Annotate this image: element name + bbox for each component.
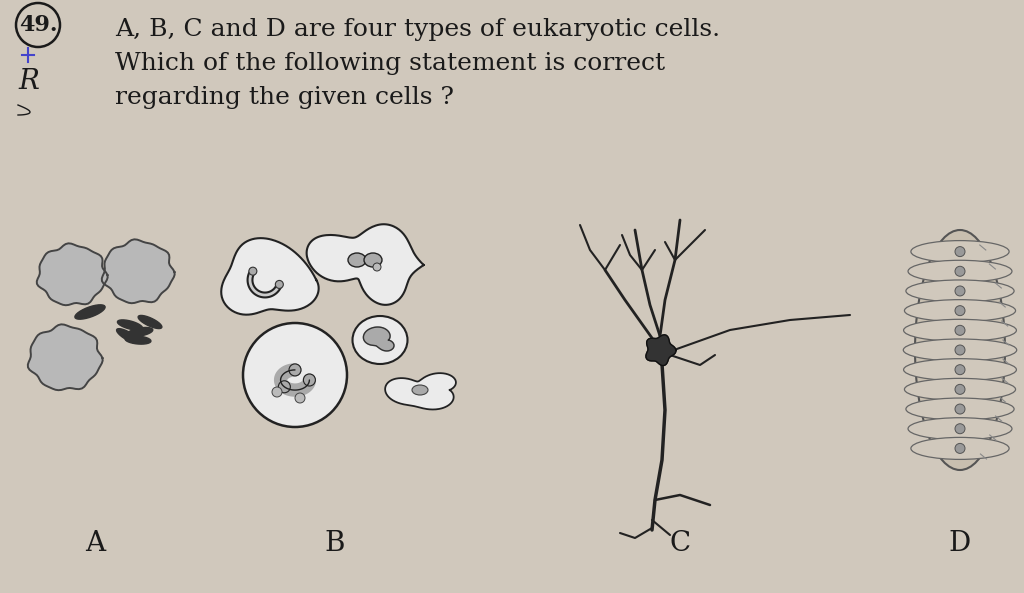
Ellipse shape [348, 253, 366, 267]
Text: A: A [85, 530, 105, 557]
Ellipse shape [906, 280, 1014, 302]
Circle shape [955, 266, 965, 276]
Text: R: R [18, 68, 39, 95]
Polygon shape [28, 324, 102, 390]
Polygon shape [37, 243, 108, 305]
Ellipse shape [911, 438, 1009, 460]
Text: B: B [325, 530, 345, 557]
Text: C: C [670, 530, 690, 557]
Circle shape [279, 381, 291, 393]
Ellipse shape [904, 299, 1016, 321]
Polygon shape [75, 305, 105, 319]
Circle shape [243, 323, 347, 427]
Text: 49.: 49. [18, 14, 57, 36]
Circle shape [373, 263, 381, 271]
Ellipse shape [908, 260, 1012, 282]
Ellipse shape [364, 253, 382, 267]
Polygon shape [138, 315, 162, 329]
Text: A, B, C and D are four types of eukaryotic cells.: A, B, C and D are four types of eukaryot… [115, 18, 720, 41]
Ellipse shape [412, 385, 428, 395]
Text: Which of the following statement is correct: Which of the following statement is corr… [115, 52, 666, 75]
Circle shape [955, 247, 965, 257]
Polygon shape [646, 335, 676, 366]
Polygon shape [118, 320, 142, 330]
Ellipse shape [911, 241, 1009, 263]
Ellipse shape [915, 230, 1005, 470]
Polygon shape [306, 224, 424, 305]
Circle shape [275, 280, 284, 288]
Circle shape [955, 305, 965, 315]
Circle shape [955, 424, 965, 433]
Circle shape [303, 374, 315, 386]
Ellipse shape [908, 417, 1012, 440]
Circle shape [272, 387, 282, 397]
Polygon shape [125, 336, 151, 344]
Ellipse shape [906, 398, 1014, 420]
Text: regarding the given cells ?: regarding the given cells ? [115, 86, 454, 109]
Circle shape [955, 286, 965, 296]
Polygon shape [127, 327, 153, 336]
Circle shape [295, 393, 305, 403]
Circle shape [955, 365, 965, 375]
Polygon shape [364, 327, 394, 351]
Polygon shape [117, 329, 139, 343]
Text: D: D [949, 530, 971, 557]
Polygon shape [101, 240, 175, 303]
Ellipse shape [904, 378, 1016, 400]
Ellipse shape [352, 316, 408, 364]
Circle shape [955, 404, 965, 414]
Circle shape [955, 384, 965, 394]
Circle shape [249, 267, 257, 275]
Circle shape [955, 345, 965, 355]
Ellipse shape [903, 359, 1017, 381]
Circle shape [289, 364, 301, 376]
Circle shape [955, 444, 965, 454]
Polygon shape [385, 373, 456, 410]
Polygon shape [221, 238, 318, 315]
Ellipse shape [903, 339, 1017, 361]
Circle shape [955, 326, 965, 335]
Ellipse shape [903, 319, 1017, 342]
